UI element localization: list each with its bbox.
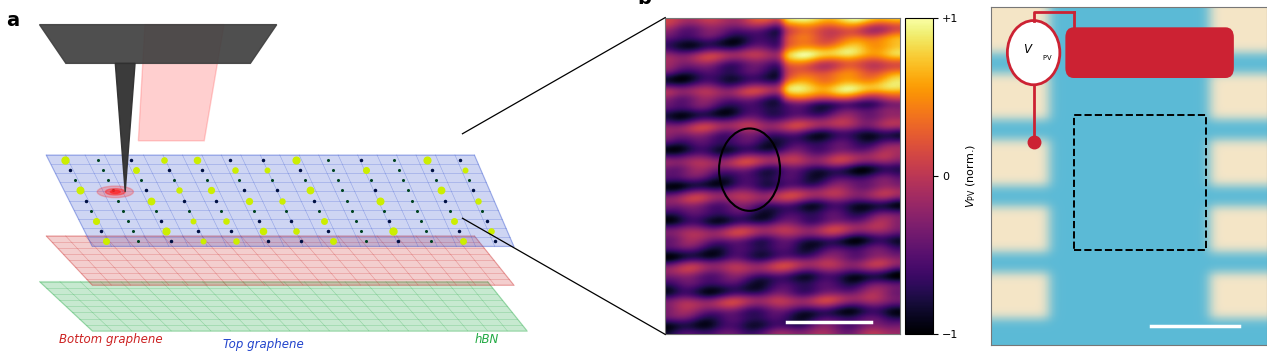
Text: hBN: hBN	[474, 333, 499, 346]
Bar	[1073, 115, 1206, 250]
Polygon shape	[39, 282, 527, 331]
Text: $_{\rm PV}$: $_{\rm PV}$	[1041, 53, 1053, 63]
Ellipse shape	[105, 189, 125, 195]
Text: b: b	[637, 0, 651, 8]
Ellipse shape	[98, 186, 133, 198]
Polygon shape	[46, 155, 514, 246]
Polygon shape	[39, 25, 276, 63]
Polygon shape	[138, 25, 224, 141]
Ellipse shape	[110, 190, 120, 194]
Text: a: a	[6, 11, 20, 30]
Text: Bottom graphene: Bottom graphene	[60, 333, 163, 346]
Polygon shape	[115, 63, 136, 192]
Polygon shape	[46, 236, 514, 285]
Text: Top graphene: Top graphene	[223, 339, 304, 352]
Y-axis label: $V_\mathrm{PV}$ (norm.): $V_\mathrm{PV}$ (norm.)	[964, 144, 978, 208]
Text: $V$: $V$	[1022, 43, 1034, 56]
Circle shape	[1007, 20, 1059, 85]
FancyBboxPatch shape	[1066, 27, 1234, 78]
